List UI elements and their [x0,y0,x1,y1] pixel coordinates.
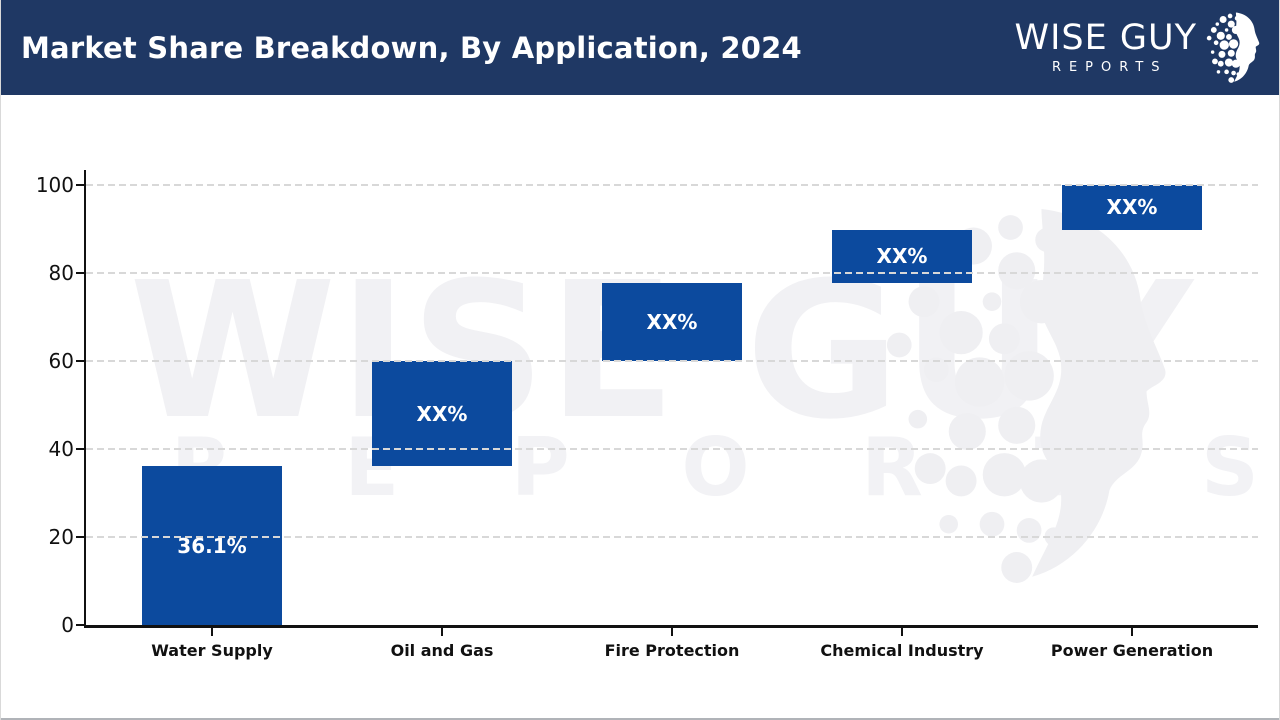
x-tick-5 [1131,628,1133,636]
x-category-label: Fire Protection [604,641,740,660]
gridline-60 [86,360,1258,362]
bar-chemical-industry: XX% [832,229,972,283]
x-tick-1 [211,628,213,636]
x-tick-3 [671,628,673,636]
watermark-face-icon [886,208,1166,583]
y-tick-80 [76,272,84,274]
bar-value-label: XX% [416,401,468,426]
x-tick-2 [441,628,443,636]
brand-logo: WISE GUY REPORTS [1014,7,1265,89]
bar-fire-protection: XX% [602,282,742,361]
y-tick-100 [76,184,84,186]
gridline-40 [86,448,1258,450]
y-tick-60 [76,360,84,362]
header-bar: Market Share Breakdown, By Application, … [1,0,1279,95]
bar-value-label: XX% [646,309,698,334]
y-tick-20 [76,536,84,538]
bottom-border [1,718,1279,720]
y-tick-label-20: 20 [48,525,74,549]
brand-name: WISE GUY REPORTS [1014,18,1197,75]
gridline-20 [86,536,1258,538]
y-tick-0 [76,624,84,626]
brand-wordmark: WISE GUY [1014,18,1197,58]
bar-water-supply: 36.1% [142,466,282,625]
bar-value-label: XX% [1106,195,1158,220]
x-axis-line [84,625,1258,628]
bar-value-label: XX% [876,244,928,269]
y-tick-label-80: 80 [48,261,74,285]
x-category-label: Water Supply [151,641,273,660]
brand-subtitle: REPORTS [1051,60,1168,75]
x-category-label: Power Generation [1050,641,1214,660]
y-tick-label-0: 0 [61,613,74,637]
bar-oil-and-gas: XX% [372,361,512,467]
gridline-80 [86,272,1258,274]
x-tick-4 [901,628,903,636]
y-axis-line [84,170,86,628]
x-category-label: Chemical Industry [820,641,984,660]
bar-power-generation: XX% [1062,185,1202,230]
y-tick-label-40: 40 [48,437,74,461]
y-tick-label-100: 100 [35,173,74,197]
y-tick-40 [76,448,84,450]
brand-face-icon [1206,12,1260,83]
gridline-100 [86,184,1258,186]
page-title: Market Share Breakdown, By Application, … [21,30,802,65]
y-tick-label-60: 60 [48,349,74,373]
x-category-label: Oil and Gas [390,641,494,660]
